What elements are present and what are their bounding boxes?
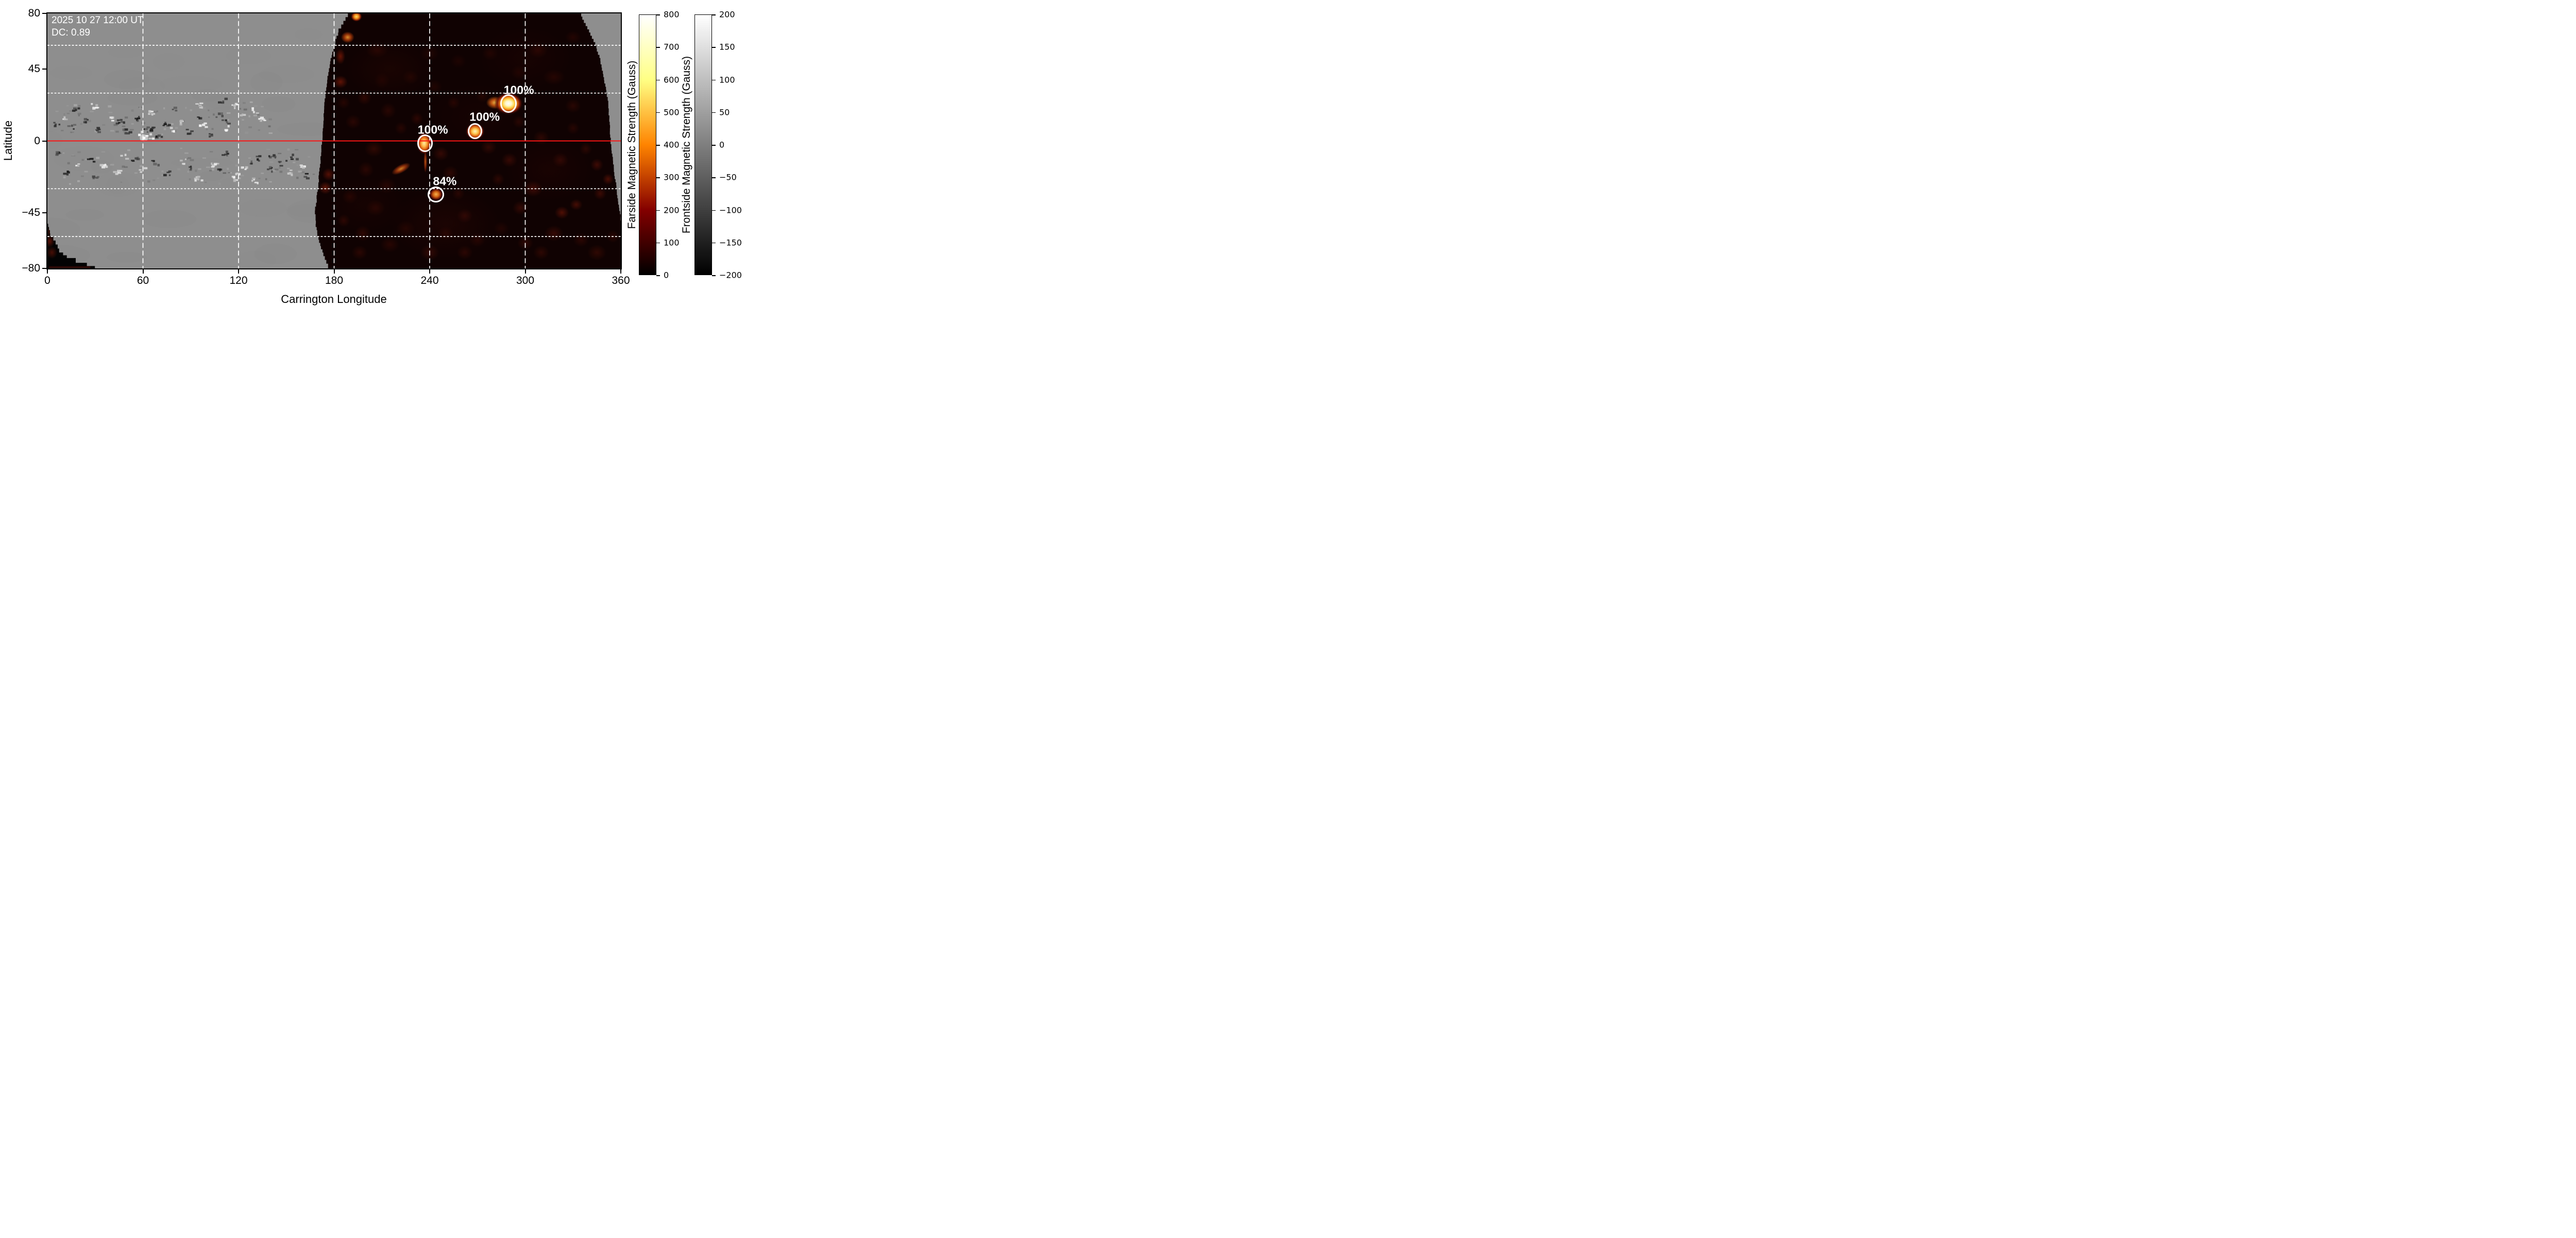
- x-tick-180: [333, 269, 335, 274]
- y-tick-label-45: 45: [28, 63, 40, 75]
- solar-magnetogram-map: [47, 13, 621, 268]
- frontside-cbar-tick-label--200: −200: [719, 270, 742, 280]
- plot-area: 2025 10 27 12:00 UT DC: 0.89 100% 100% 100…: [46, 12, 622, 269]
- frontside-colorbar: [694, 14, 712, 275]
- frontside-cbar-tick-label-0: 0: [719, 140, 725, 150]
- nisp-logo: NISP NSO INTEGRATED SYNOPTIC PROGRAM: [579, 229, 622, 269]
- x-axis-label: Carrington Longitude: [281, 293, 387, 306]
- detection-probability-label-4: 84%: [433, 174, 457, 188]
- farside-cbar-tick-800: [656, 14, 660, 15]
- farside-cbar-tick-label-400: 400: [664, 140, 680, 150]
- farside-cbar-tick-label-0: 0: [664, 270, 669, 280]
- frontside-cbar-tick--50: [712, 177, 716, 178]
- x-tick-label-60: 60: [137, 275, 149, 286]
- y-axis-label: Latitude: [2, 120, 14, 161]
- frontside-cbar-tick-label-50: 50: [719, 107, 730, 117]
- farside-cbar-tick-label-500: 500: [664, 107, 680, 117]
- y-tick-label--45: −45: [22, 206, 40, 218]
- farside-cbar-tick-700: [656, 47, 660, 48]
- y-tick-label--80: −80: [22, 262, 40, 274]
- frontside-cbar-tick-label--100: −100: [719, 205, 742, 215]
- farside-cbar-tick-500: [656, 112, 660, 113]
- frontside-cbar-tick-label-200: 200: [719, 9, 735, 20]
- frontside-cbar-tick-150: [712, 47, 716, 48]
- detection-circle-2: [467, 123, 483, 140]
- x-tick-label-0: 0: [44, 275, 50, 286]
- x-tick-label-180: 180: [325, 275, 344, 286]
- farside-cbar-tick-600: [656, 79, 660, 80]
- farside-cbar-tick-label-800: 800: [664, 9, 680, 20]
- farside-cbar-tick-label-100: 100: [664, 238, 680, 248]
- farside-colorbar: [639, 14, 656, 275]
- x-tick-60: [142, 269, 144, 274]
- frontside-cbar-tick--200: [712, 275, 716, 276]
- detection-circle-3: [417, 134, 433, 152]
- frontside-cbar-tick--150: [712, 242, 716, 244]
- x-tick-240: [429, 269, 430, 274]
- frontside-cbar-tick-label--50: −50: [719, 172, 737, 182]
- frontside-cbar-tick-0: [712, 145, 716, 146]
- farside-cbar-tick-300: [656, 177, 660, 178]
- x-tick-360: [620, 269, 621, 274]
- frontside-cbar-tick-label--150: −150: [719, 238, 742, 248]
- x-tick-label-300: 300: [516, 275, 535, 286]
- detection-circle-1: [500, 94, 517, 113]
- farside-cbar-tick-label-600: 600: [664, 75, 680, 84]
- y-tick-0: [42, 140, 46, 142]
- timestamp-annotation: 2025 10 27 12:00 UT: [52, 15, 144, 26]
- frontside-cbar-tick-label-150: 150: [719, 42, 735, 52]
- x-tick-0: [47, 269, 48, 274]
- farside-cbar-tick-100: [656, 242, 660, 244]
- duty-cycle-annotation: DC: 0.89: [52, 27, 90, 38]
- figure: 2025 10 27 12:00 UT DC: 0.89 100% 100% 100…: [0, 0, 752, 310]
- detection-circle-4: [428, 186, 445, 202]
- farside-cbar-tick-0: [656, 275, 660, 276]
- frontside-cbar-tick-label-100: 100: [719, 75, 735, 84]
- y-tick-label-0: 0: [34, 134, 40, 147]
- farside-colorbar-label: Farside Magnetic Strength (Gauss): [626, 60, 638, 229]
- x-tick-label-120: 120: [229, 275, 248, 286]
- frontside-colorbar-label: Frontside Magnetic Strength (Gauss): [681, 56, 692, 234]
- y-tick-80: [42, 13, 46, 14]
- frontside-cbar-tick--100: [712, 210, 716, 211]
- x-tick-label-360: 360: [612, 275, 630, 286]
- frontside-cbar-tick-50: [712, 112, 716, 113]
- x-tick-label-240: 240: [420, 275, 439, 286]
- farside-cbar-tick-400: [656, 145, 660, 146]
- farside-cbar-tick-label-200: 200: [664, 205, 680, 215]
- detection-probability-label-3: 100%: [417, 123, 448, 137]
- frontside-cbar-tick-200: [712, 14, 716, 15]
- frontside-cbar-tick-100: [712, 79, 716, 80]
- y-tick--80: [42, 268, 46, 269]
- farside-cbar-tick-200: [656, 210, 660, 211]
- y-tick-label-80: 80: [28, 7, 40, 19]
- y-tick--45: [42, 212, 46, 213]
- detection-probability-label-1: 100%: [503, 83, 534, 96]
- farside-cbar-tick-label-700: 700: [664, 42, 680, 52]
- detection-probability-label-2: 100%: [469, 110, 500, 124]
- x-tick-120: [238, 269, 239, 274]
- farside-cbar-tick-label-300: 300: [664, 172, 680, 182]
- x-tick-300: [524, 269, 526, 274]
- y-tick-45: [42, 69, 46, 70]
